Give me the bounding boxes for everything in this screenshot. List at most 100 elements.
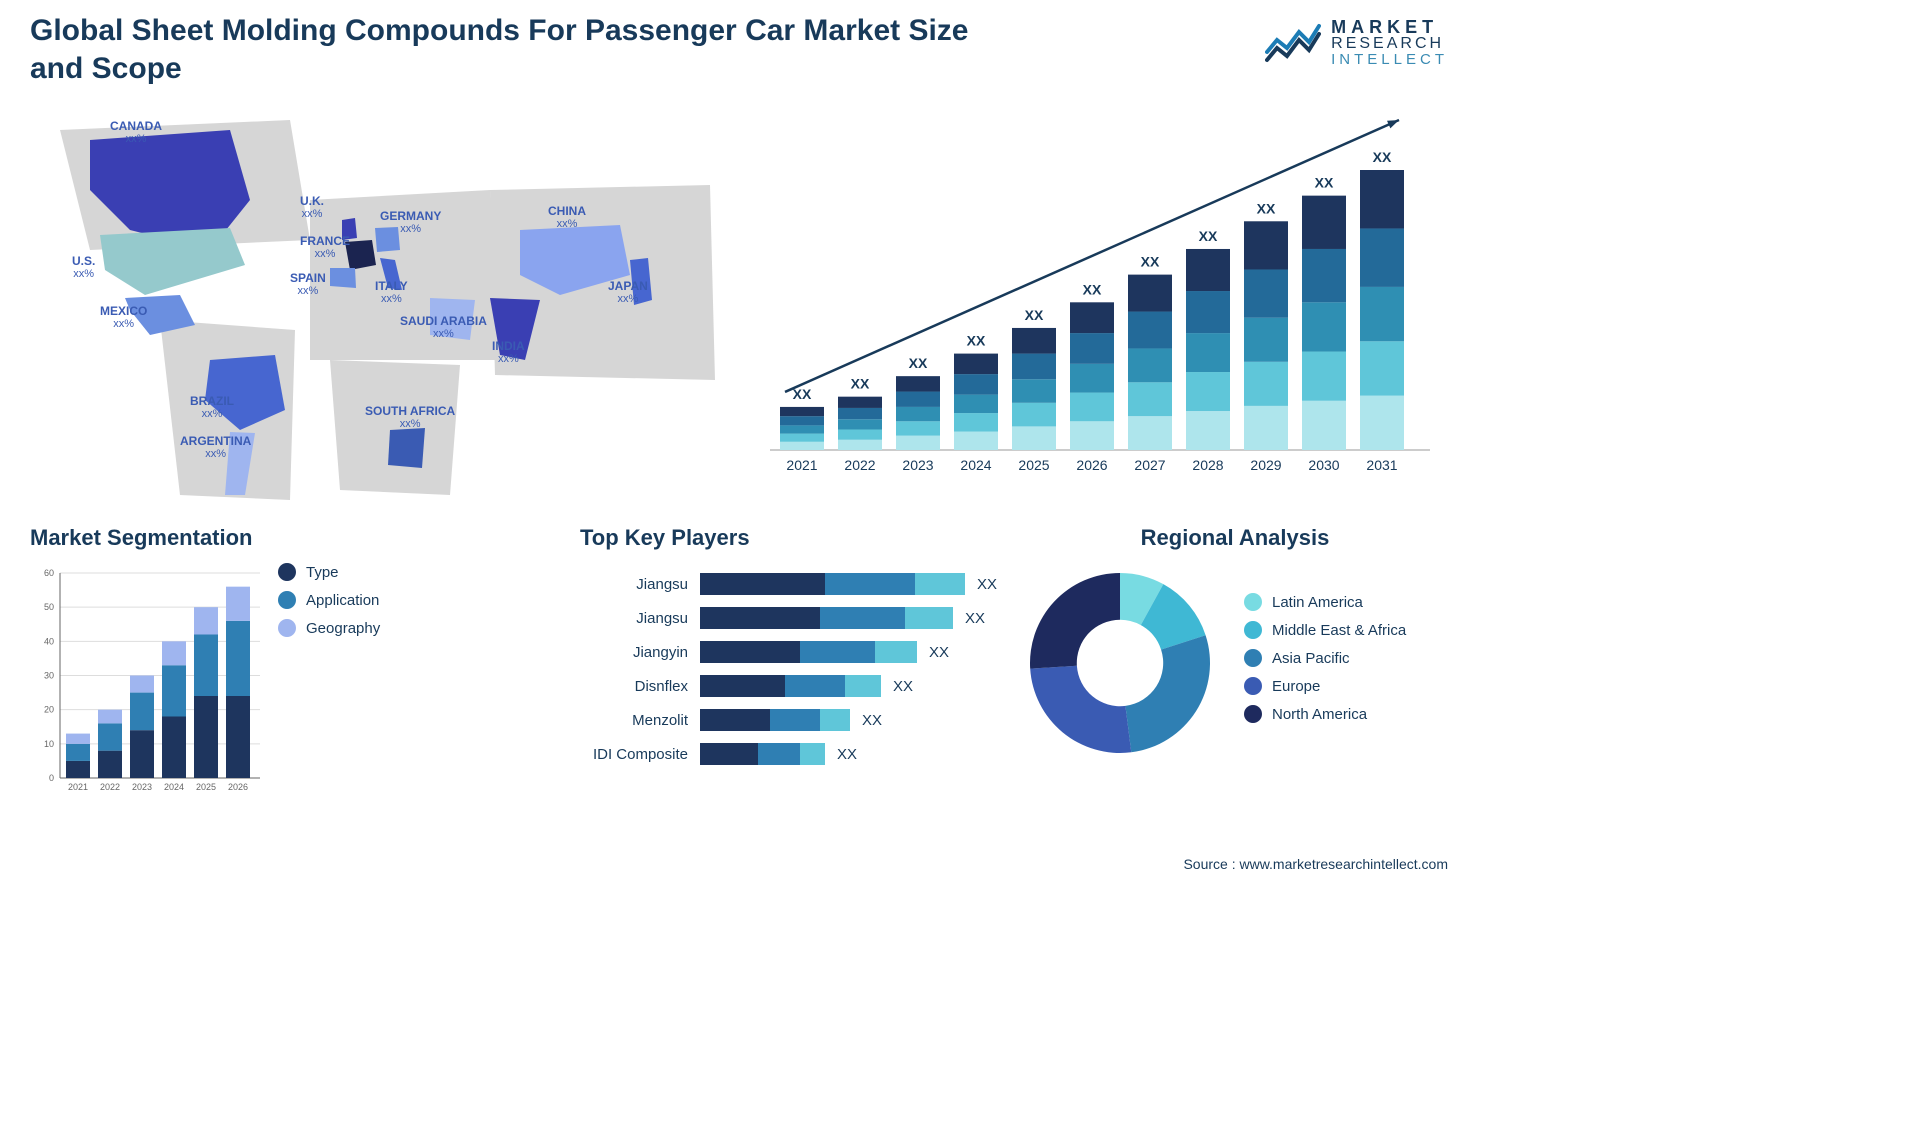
legend-label: Application xyxy=(306,592,379,609)
map-label: SAUDI ARABIAxx% xyxy=(400,315,487,340)
svg-text:XX: XX xyxy=(851,376,870,392)
legend-dot-icon xyxy=(278,619,296,637)
map-label: FRANCExx% xyxy=(300,235,350,260)
svg-text:2027: 2027 xyxy=(1134,457,1165,473)
legend-label: Geography xyxy=(306,620,380,637)
svg-text:XX: XX xyxy=(965,610,985,627)
svg-text:Disnflex: Disnflex xyxy=(635,678,689,695)
legend-dot-icon xyxy=(1244,705,1262,723)
svg-text:XX: XX xyxy=(1373,149,1392,165)
svg-text:XX: XX xyxy=(977,576,997,593)
svg-text:2029: 2029 xyxy=(1250,457,1281,473)
map-label: BRAZILxx% xyxy=(190,395,234,420)
svg-text:Menzolit: Menzolit xyxy=(632,712,689,729)
svg-text:XX: XX xyxy=(967,333,986,349)
svg-text:2022: 2022 xyxy=(100,782,120,792)
key-players-title: Top Key Players xyxy=(580,525,1000,551)
svg-text:Jiangsu: Jiangsu xyxy=(636,610,688,627)
map-label: SOUTH AFRICAxx% xyxy=(365,405,455,430)
source-attribution: Source : www.marketresearchintellect.com xyxy=(1183,856,1448,872)
legend-label: Latin America xyxy=(1272,594,1363,611)
svg-text:20: 20 xyxy=(44,705,54,715)
legend-label: Middle East & Africa xyxy=(1272,622,1406,639)
svg-text:2031: 2031 xyxy=(1366,457,1397,473)
map-label: ITALYxx% xyxy=(375,280,408,305)
legend-dot-icon xyxy=(278,591,296,609)
svg-text:XX: XX xyxy=(929,644,949,661)
svg-text:Jiangsu: Jiangsu xyxy=(636,576,688,593)
svg-text:2030: 2030 xyxy=(1308,457,1339,473)
map-label: CANADAxx% xyxy=(110,120,162,145)
svg-text:2025: 2025 xyxy=(196,782,216,792)
svg-text:2022: 2022 xyxy=(844,457,875,473)
svg-text:XX: XX xyxy=(1199,228,1218,244)
map-label: MEXICOxx% xyxy=(100,305,147,330)
key-players-section: Top Key Players Jiangsu XX Jiangsu XX Jiangy… xyxy=(580,525,1000,798)
map-label: SPAINxx% xyxy=(290,272,326,297)
legend-item: Type xyxy=(278,563,380,581)
svg-text:XX: XX xyxy=(862,712,882,729)
logo-text-2: RESEARCH xyxy=(1331,36,1448,52)
segmentation-chart: 0 10 20 30 40 50 60 2021 2022 2023 2024 2025 2026 xyxy=(30,563,260,803)
svg-text:2024: 2024 xyxy=(164,782,184,792)
legend-label: Europe xyxy=(1272,678,1320,695)
logo-text-1: MARKET xyxy=(1331,18,1448,36)
legend-item: Middle East & Africa xyxy=(1244,621,1406,639)
legend-dot-icon xyxy=(1244,649,1262,667)
svg-text:XX: XX xyxy=(909,355,928,371)
svg-text:Jiangyin: Jiangyin xyxy=(633,644,688,661)
svg-text:0: 0 xyxy=(49,773,54,783)
legend-item: Application xyxy=(278,591,380,609)
regional-donut-chart xyxy=(1020,563,1220,763)
map-label: U.K.xx% xyxy=(300,195,324,220)
map-label: JAPANxx% xyxy=(608,280,648,305)
legend-label: North America xyxy=(1272,706,1367,723)
map-label: GERMANYxx% xyxy=(380,210,441,235)
svg-text:XX: XX xyxy=(1025,307,1044,323)
segmentation-legend: Type Application Geography xyxy=(278,563,380,647)
legend-dot-icon xyxy=(278,563,296,581)
legend-item: Geography xyxy=(278,619,380,637)
svg-text:XX: XX xyxy=(1141,254,1160,270)
market-segmentation-section: Market Segmentation 0 10 20 30 40 50 60 2021 202… xyxy=(30,525,450,803)
svg-text:2023: 2023 xyxy=(902,457,933,473)
brand-logo: MARKET RESEARCH INTELLECT xyxy=(1265,18,1448,67)
svg-text:2021: 2021 xyxy=(786,457,817,473)
svg-text:60: 60 xyxy=(44,568,54,578)
regional-title: Regional Analysis xyxy=(1020,525,1450,551)
map-label: CHINAxx% xyxy=(548,205,586,230)
svg-text:XX: XX xyxy=(1257,200,1276,216)
svg-text:10: 10 xyxy=(44,739,54,749)
svg-text:2024: 2024 xyxy=(960,457,991,473)
svg-text:2028: 2028 xyxy=(1192,457,1223,473)
svg-text:2026: 2026 xyxy=(1076,457,1107,473)
logo-mark-icon xyxy=(1265,22,1321,64)
legend-label: Asia Pacific xyxy=(1272,650,1350,667)
legend-item: Latin America xyxy=(1244,593,1406,611)
map-label: INDIAxx% xyxy=(492,340,525,365)
svg-text:30: 30 xyxy=(44,671,54,681)
svg-text:2026: 2026 xyxy=(228,782,248,792)
svg-text:XX: XX xyxy=(1315,175,1334,191)
page-title: Global Sheet Molding Compounds For Passe… xyxy=(30,12,1030,87)
svg-text:2025: 2025 xyxy=(1018,457,1049,473)
map-label: U.S.xx% xyxy=(72,255,95,280)
segmentation-title: Market Segmentation xyxy=(30,525,450,551)
svg-text:2021: 2021 xyxy=(68,782,88,792)
svg-text:XX: XX xyxy=(837,746,857,763)
market-growth-chart: XX 2021 XX 2022 XX 2023 XX 2024 XX 2025 XX 2026 XX 20… xyxy=(770,110,1430,480)
legend-dot-icon xyxy=(1244,677,1262,695)
svg-text:XX: XX xyxy=(893,678,913,695)
map-label: ARGENTINAxx% xyxy=(180,435,251,460)
svg-text:40: 40 xyxy=(44,636,54,646)
svg-text:50: 50 xyxy=(44,602,54,612)
legend-item: North America xyxy=(1244,705,1406,723)
world-map-chart: CANADAxx% U.S.xx% MEXICOxx% BRAZILxx% ARGENT… xyxy=(30,100,730,500)
svg-text:XX: XX xyxy=(1083,281,1102,297)
logo-text-3: INTELLECT xyxy=(1331,52,1448,67)
svg-text:2023: 2023 xyxy=(132,782,152,792)
svg-text:IDI Composite: IDI Composite xyxy=(593,746,688,763)
legend-dot-icon xyxy=(1244,593,1262,611)
legend-dot-icon xyxy=(1244,621,1262,639)
regional-analysis-section: Regional Analysis Latin America Middle Ea… xyxy=(1020,525,1450,763)
